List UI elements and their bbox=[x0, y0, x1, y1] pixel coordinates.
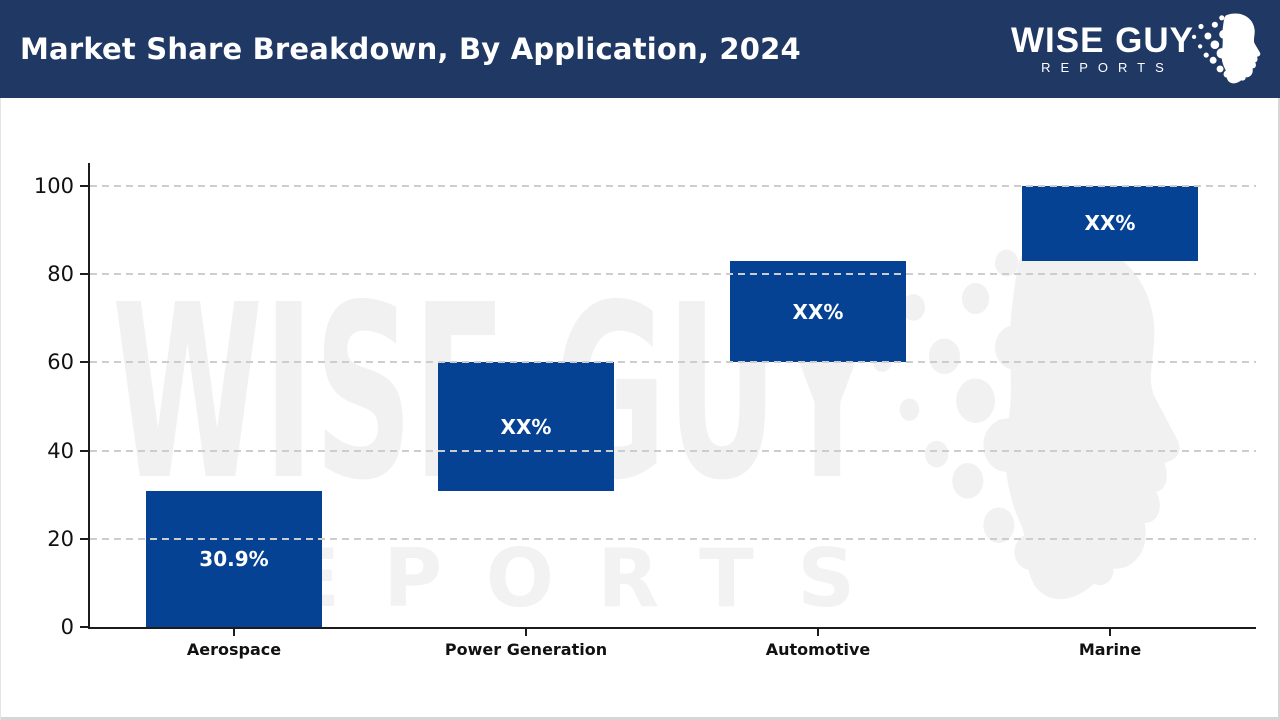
x-axis-label: Marine bbox=[1078, 640, 1142, 659]
logo-text: WISE GUY REPORTS bbox=[1010, 21, 1194, 76]
logo-wordmark: WISE GUY bbox=[1010, 21, 1194, 60]
page-title: Market Share Breakdown, By Application, … bbox=[20, 32, 801, 66]
x-axis-tick bbox=[1109, 629, 1111, 636]
y-axis-label: 80 bbox=[47, 262, 74, 287]
watermark-head-icon bbox=[872, 240, 1180, 600]
y-axis-tick bbox=[80, 537, 88, 540]
logo-subtitle: REPORTS bbox=[1041, 60, 1174, 75]
bar-marine bbox=[1022, 186, 1198, 261]
x-axis-line bbox=[88, 627, 1256, 629]
page-bottom-border bbox=[0, 717, 1280, 720]
x-axis-tick bbox=[525, 629, 527, 636]
y-axis-tick bbox=[80, 626, 88, 628]
gridline bbox=[90, 537, 1256, 540]
y-axis-label: 40 bbox=[47, 438, 74, 463]
gridline bbox=[90, 273, 1256, 276]
y-axis-line bbox=[88, 163, 90, 629]
header-bar: Market Share Breakdown, By Application, … bbox=[0, 0, 1280, 98]
gridline bbox=[90, 449, 1256, 452]
bar-value-label: 30.9% bbox=[199, 546, 269, 571]
bar-automotive bbox=[730, 260, 906, 363]
y-axis-label: 20 bbox=[47, 526, 74, 551]
bar-value-label: XX% bbox=[1084, 211, 1136, 236]
bar-aerospace bbox=[146, 490, 322, 627]
gridline bbox=[90, 185, 1256, 187]
x-axis-label: Automotive bbox=[765, 640, 871, 659]
bar-value-label: XX% bbox=[792, 299, 844, 324]
y-axis-label: 100 bbox=[33, 174, 74, 198]
y-axis-tick bbox=[80, 449, 88, 452]
x-axis-label: Power Generation bbox=[444, 640, 608, 659]
y-axis-tick bbox=[80, 273, 88, 276]
page-right-border bbox=[1278, 98, 1280, 720]
y-axis-label: 60 bbox=[47, 350, 74, 375]
y-axis-tick bbox=[80, 361, 88, 364]
logo-head-icon bbox=[1191, 13, 1261, 84]
x-axis-tick bbox=[233, 629, 235, 636]
bar-power-generation bbox=[438, 362, 614, 491]
gridline bbox=[90, 361, 1256, 364]
bar-value-label: XX% bbox=[500, 414, 552, 439]
y-axis-tick bbox=[80, 185, 88, 187]
x-axis-label: Aerospace bbox=[186, 640, 282, 659]
x-axis-tick bbox=[817, 629, 819, 636]
chart-area: WISE GUY REPORTS 02040608010030.9%Aerosp… bbox=[0, 98, 1280, 717]
y-axis-label: 0 bbox=[60, 615, 74, 639]
page-left-border bbox=[0, 98, 1, 720]
logo: WISE GUY REPORTS bbox=[1011, 6, 1266, 92]
